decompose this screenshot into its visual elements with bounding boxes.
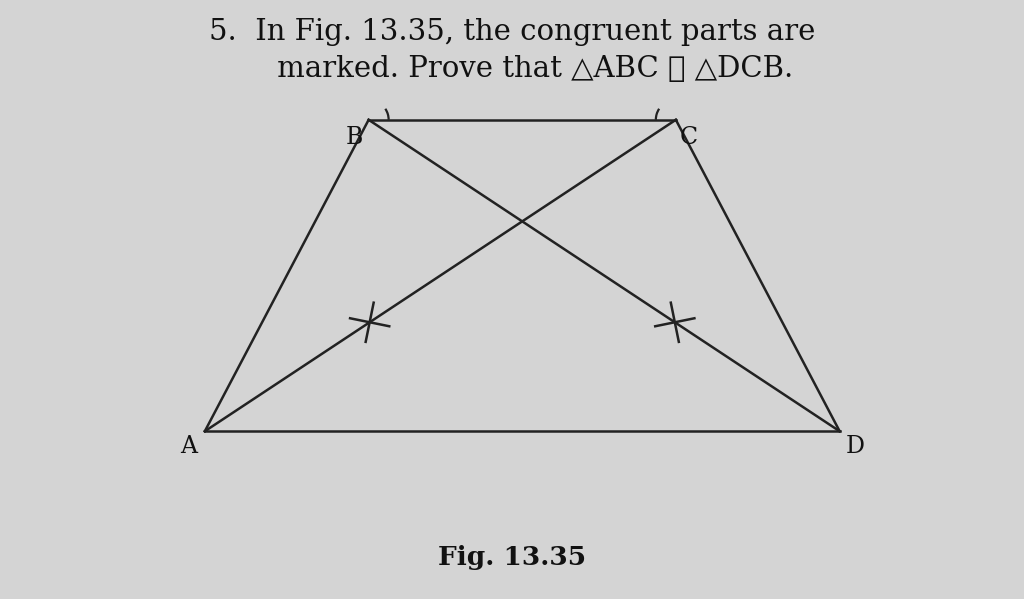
- Text: C: C: [680, 126, 698, 149]
- Text: B: B: [345, 126, 362, 149]
- Text: D: D: [846, 435, 864, 458]
- Text: Fig. 13.35: Fig. 13.35: [438, 545, 586, 570]
- Text: A: A: [180, 435, 197, 458]
- Text: 5.  In Fig. 13.35, the congruent parts are: 5. In Fig. 13.35, the congruent parts ar…: [209, 18, 815, 46]
- Text: marked. Prove that △ABC ≅ △DCB.: marked. Prove that △ABC ≅ △DCB.: [230, 55, 794, 83]
